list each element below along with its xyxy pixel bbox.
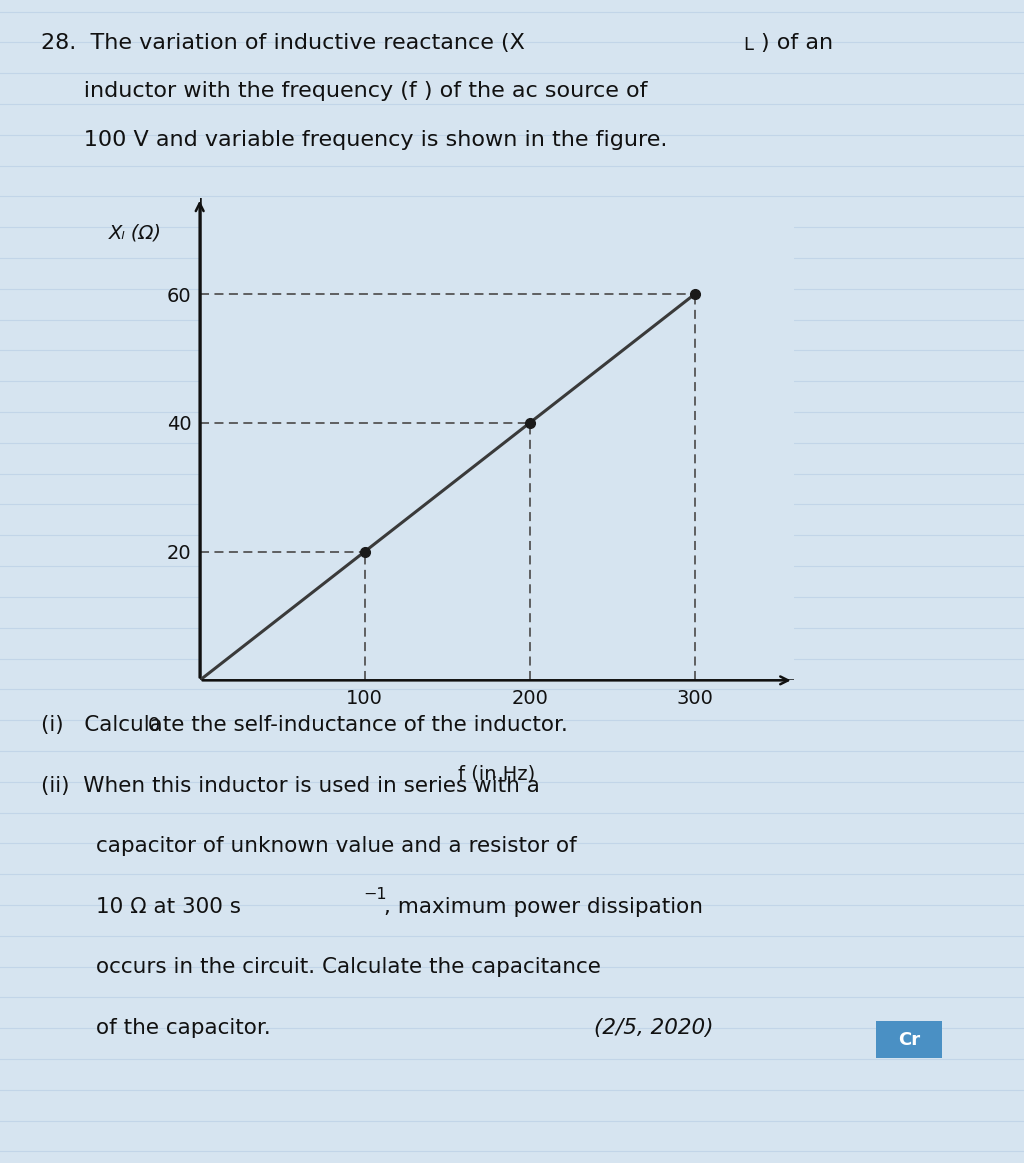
Text: (2/5, 2020): (2/5, 2020) (594, 1018, 714, 1037)
Text: Xₗ (Ω): Xₗ (Ω) (109, 223, 162, 243)
Text: occurs in the circuit. Calculate the capacitance: occurs in the circuit. Calculate the cap… (41, 957, 601, 977)
Text: L: L (743, 36, 754, 53)
Text: (ii)  When this inductor is used in series with a: (ii) When this inductor is used in serie… (41, 776, 540, 795)
Text: −1: −1 (364, 887, 387, 902)
Text: 0: 0 (147, 716, 160, 735)
Text: 10 Ω at 300 s: 10 Ω at 300 s (41, 897, 241, 916)
Text: inductor with the frequency (f ) of the ac source of: inductor with the frequency (f ) of the … (41, 81, 647, 101)
Text: (i)   Calculate the self-inductance of the inductor.: (i) Calculate the self-inductance of the… (41, 715, 568, 735)
Text: ) of an: ) of an (761, 33, 833, 52)
Text: , maximum power dissipation: , maximum power dissipation (384, 897, 703, 916)
Text: f (in Hz): f (in Hz) (458, 764, 536, 783)
Text: capacitor of unknown value and a resistor of: capacitor of unknown value and a resisto… (41, 836, 577, 856)
Text: of the capacitor.: of the capacitor. (41, 1018, 270, 1037)
Text: 100 V and variable frequency is shown in the figure.: 100 V and variable frequency is shown in… (41, 130, 668, 150)
Text: 28.  The variation of inductive reactance (X: 28. The variation of inductive reactance… (41, 33, 525, 52)
Text: Cr: Cr (898, 1030, 920, 1049)
